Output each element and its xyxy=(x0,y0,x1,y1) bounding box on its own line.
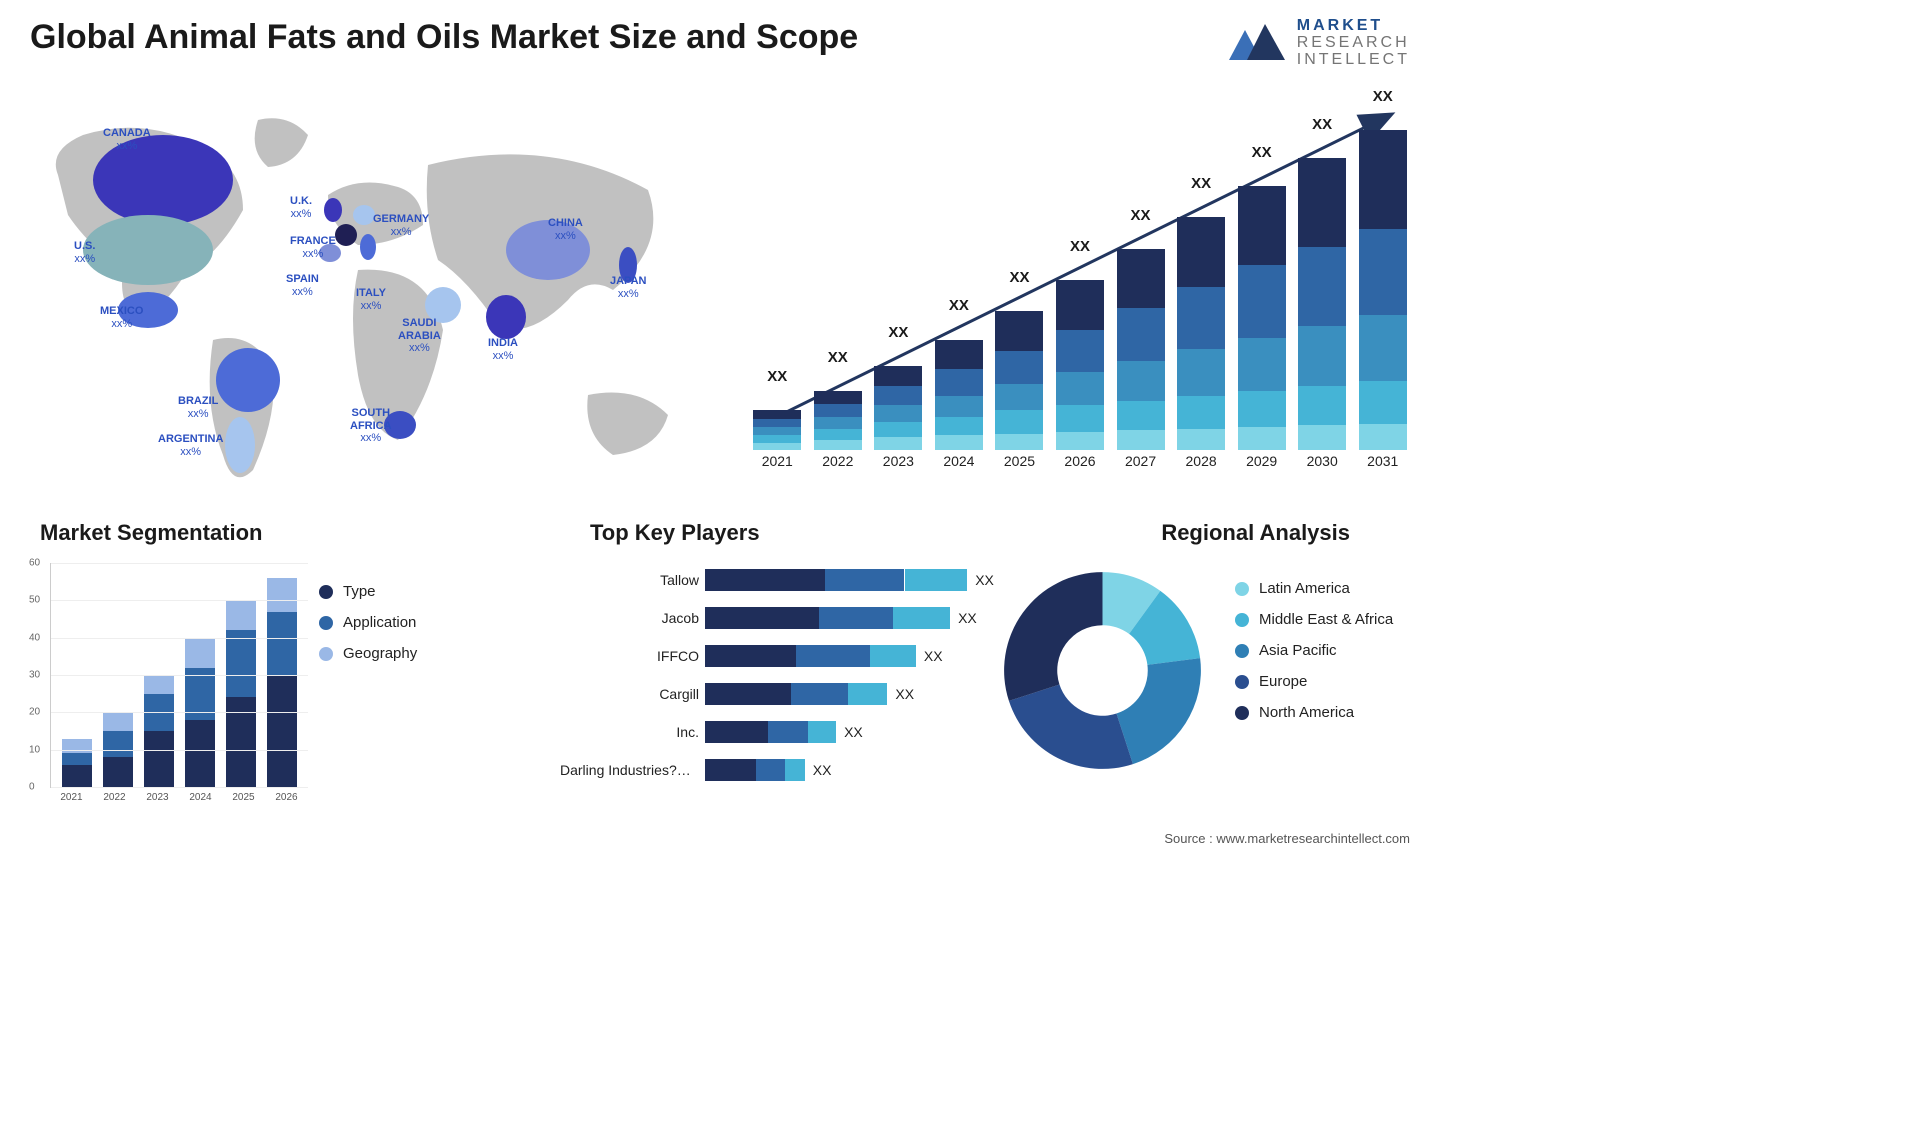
player-row: TallowXX xyxy=(560,567,990,593)
player-value: XX xyxy=(975,572,994,588)
bar-value: XX xyxy=(1191,175,1211,196)
.: Application xyxy=(319,614,484,631)
map-label: BRAZILxx% xyxy=(178,395,218,420)
year-label: 2026 xyxy=(1053,453,1108,475)
player-value: XX xyxy=(813,762,832,778)
year-label: 2021 xyxy=(750,453,805,475)
year-label: 2029 xyxy=(1234,453,1289,475)
year-label: 2028 xyxy=(1174,453,1229,475)
bar-value: XX xyxy=(767,368,787,389)
map-label: U.K.xx% xyxy=(290,195,312,220)
year-label: 2021 xyxy=(60,792,82,810)
map-label: U.S.xx% xyxy=(74,240,95,265)
bar-value: XX xyxy=(1252,144,1272,165)
map-label: CHINAxx% xyxy=(548,217,583,242)
year-label: 2030 xyxy=(1295,453,1350,475)
year-label: 2025 xyxy=(992,453,1047,475)
.: Geography xyxy=(319,645,484,662)
player-name: Cargill xyxy=(560,686,705,702)
year-label: 2025 xyxy=(232,792,254,810)
bar-value: XX xyxy=(949,297,969,318)
player-row: IFFCO XX xyxy=(560,643,990,669)
segmentation-title: Market Segmentation xyxy=(40,520,263,546)
page-title: Global Animal Fats and Oils Market Size … xyxy=(30,18,858,57)
year-label: 2027 xyxy=(1113,453,1168,475)
map-label: JAPANxx% xyxy=(610,275,646,300)
bar-value: XX xyxy=(1373,88,1393,109)
year-label: 2031 xyxy=(1355,453,1410,475)
year-label: 2024 xyxy=(932,453,987,475)
map-label: SPAINxx% xyxy=(286,273,319,298)
year-label: 2023 xyxy=(146,792,168,810)
map-label: GERMANYxx% xyxy=(373,213,429,238)
region-chart: Latin America Middle East & Africa Asia Pa… xyxy=(1000,540,1410,810)
bar-value: XX xyxy=(1070,238,1090,259)
year-label: 2026 xyxy=(275,792,297,810)
map-label: FRANCExx% xyxy=(290,235,336,260)
map-label: ARGENTINAxx% xyxy=(158,433,223,458)
player-name: Inc. xyxy=(560,724,705,740)
player-row: Inc. XX xyxy=(560,719,990,745)
brand-logo: MARKET RESEARCH INTELLECT xyxy=(1229,18,1410,68)
bar-value: XX xyxy=(1312,116,1332,137)
year-label: 2023 xyxy=(871,453,926,475)
player-name: IFFCO xyxy=(560,648,705,664)
map-label: CANADAxx% xyxy=(103,127,151,152)
player-name: Jacob xyxy=(560,610,705,626)
players-chart: TallowXXJacobXXIFFCOXXCargillXXInc.XXDar… xyxy=(560,555,990,815)
bar-value: XX xyxy=(1009,269,1029,290)
region-legend-item: Europe xyxy=(1235,673,1410,690)
.: Type xyxy=(319,583,484,600)
map-label: SOUTHAFRICAxx% xyxy=(350,407,392,445)
map-label: MEXICOxx% xyxy=(100,305,143,330)
year-label: 2022 xyxy=(103,792,125,810)
segmentation-chart: 0102030405060 202120222023202420252026 T… xyxy=(28,555,498,810)
player-row: Jacob XX xyxy=(560,605,990,631)
year-label: 2022 xyxy=(811,453,866,475)
logo-line2: RESEARCH xyxy=(1297,35,1410,52)
source-label: Source : www.marketresearchintellect.com xyxy=(1164,831,1410,846)
player-value: XX xyxy=(895,686,914,702)
bar-value: XX xyxy=(888,324,908,345)
player-value: XX xyxy=(958,610,977,626)
region-legend-item: Middle East & Africa xyxy=(1235,611,1410,628)
map-label: ITALYxx% xyxy=(356,287,386,312)
market-size-chart: XXXXXXXXXXXXXXXXXXXXXX 20212022202320242… xyxy=(750,95,1410,475)
region-legend-item: North America xyxy=(1235,704,1410,721)
map-label: INDIAxx% xyxy=(488,337,518,362)
region-legend-item: Latin America xyxy=(1235,580,1410,597)
player-name: Tallow xyxy=(560,572,705,588)
player-value: XX xyxy=(924,648,943,664)
logo-icon xyxy=(1229,20,1285,66)
year-label: 2024 xyxy=(189,792,211,810)
bar-value: XX xyxy=(1131,207,1151,228)
region-legend-item: Asia Pacific xyxy=(1235,642,1410,659)
logo-line3: INTELLECT xyxy=(1297,52,1410,69)
world-map: CANADAxx% U.S.xx% MEXICOxx% BRAZILxx% ARGENT… xyxy=(28,95,708,495)
player-row: Cargill XX xyxy=(560,681,990,707)
player-row: Darling Industries?Darling XX xyxy=(560,757,990,783)
map-label: SAUDIARABIAxx% xyxy=(398,317,441,355)
player-value: XX xyxy=(844,724,863,740)
players-title: Top Key Players xyxy=(590,520,760,546)
bar-value: XX xyxy=(828,349,848,370)
logo-line1: MARKET xyxy=(1297,18,1410,35)
player-name: Darling Industries?Darling xyxy=(560,762,705,778)
